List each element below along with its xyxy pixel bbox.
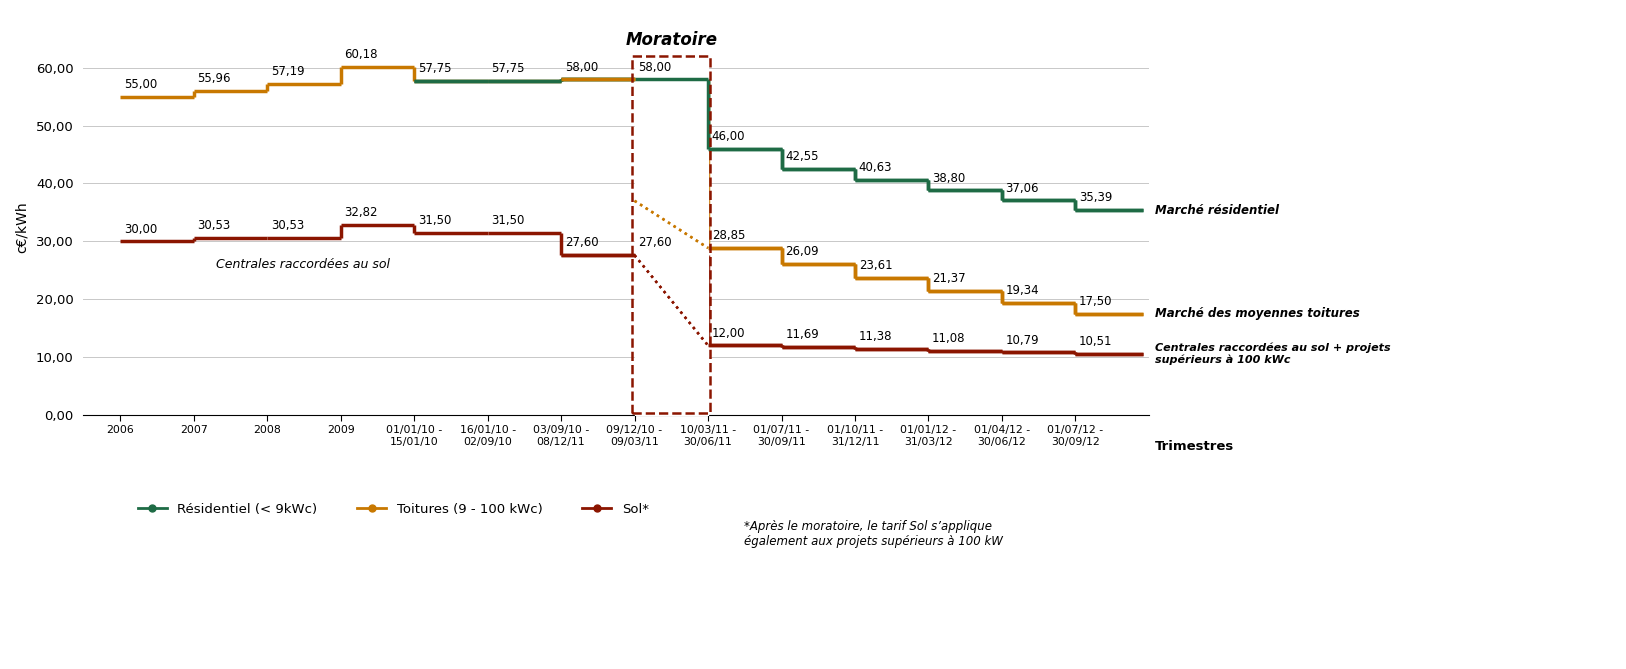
Text: 23,61: 23,61 — [859, 260, 893, 272]
Text: 55,00: 55,00 — [124, 78, 158, 91]
Text: 31,50: 31,50 — [491, 214, 525, 227]
Text: Trimestres: Trimestres — [1154, 440, 1234, 453]
Text: Marché des moyennes toitures: Marché des moyennes toitures — [1154, 307, 1359, 320]
Legend: Résidentiel (< 9kWc), Toitures (9 - 100 kWc), Sol*: Résidentiel (< 9kWc), Toitures (9 - 100 … — [133, 498, 654, 521]
Text: 11,08: 11,08 — [932, 332, 966, 345]
Y-axis label: c€/kWh: c€/kWh — [15, 201, 29, 253]
Text: Centrales raccordées au sol + projets
supérieurs à 100 kWc: Centrales raccordées au sol + projets su… — [1154, 343, 1390, 365]
Text: 30,00: 30,00 — [124, 223, 158, 235]
Text: 55,96: 55,96 — [197, 72, 231, 86]
Text: 27,60: 27,60 — [564, 236, 598, 250]
Text: 11,69: 11,69 — [785, 328, 820, 341]
Text: 40,63: 40,63 — [859, 161, 893, 174]
Text: Centrales raccordées au sol: Centrales raccordées au sol — [216, 258, 390, 271]
Text: *Après le moratoire, le tarif Sol s’applique
également aux projets supérieurs à : *Après le moratoire, le tarif Sol s’appl… — [745, 520, 1003, 548]
Text: 10,51: 10,51 — [1080, 335, 1112, 349]
Text: Marché résidentiel: Marché résidentiel — [1154, 203, 1278, 217]
Bar — [633, 56, 711, 413]
Text: 30,53: 30,53 — [197, 219, 231, 232]
Text: 30,53: 30,53 — [272, 219, 304, 232]
Text: 38,80: 38,80 — [932, 172, 966, 185]
Text: 26,09: 26,09 — [785, 245, 820, 258]
Text: 37,06: 37,06 — [1005, 182, 1039, 195]
Text: Moratoire: Moratoire — [626, 31, 717, 50]
Text: 57,75: 57,75 — [491, 62, 525, 75]
Text: 57,19: 57,19 — [272, 65, 304, 78]
Text: 58,00: 58,00 — [639, 60, 672, 74]
Text: 19,34: 19,34 — [1005, 284, 1039, 297]
Text: 58,00: 58,00 — [564, 60, 598, 74]
Text: 46,00: 46,00 — [712, 130, 745, 143]
Text: 21,37: 21,37 — [932, 272, 966, 286]
Text: 17,50: 17,50 — [1080, 295, 1112, 308]
Text: 11,38: 11,38 — [859, 330, 893, 343]
Text: 35,39: 35,39 — [1080, 191, 1112, 204]
Text: 60,18: 60,18 — [345, 48, 377, 61]
Text: 57,75: 57,75 — [418, 62, 452, 75]
Text: 12,00: 12,00 — [712, 326, 745, 340]
Text: 27,60: 27,60 — [639, 236, 672, 250]
Text: 31,50: 31,50 — [418, 214, 450, 227]
Text: 32,82: 32,82 — [345, 206, 377, 219]
Text: 10,79: 10,79 — [1005, 334, 1039, 347]
Text: 28,85: 28,85 — [712, 229, 745, 242]
Text: 42,55: 42,55 — [785, 150, 818, 163]
